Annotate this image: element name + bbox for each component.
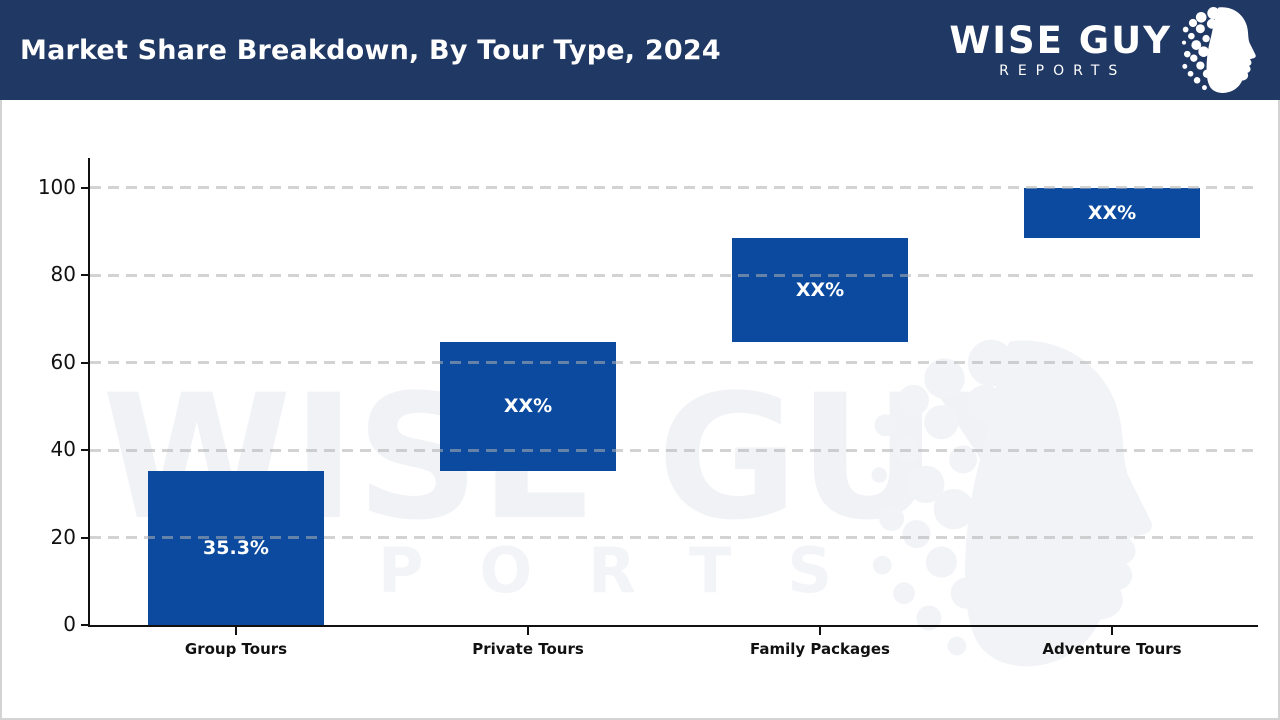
y-tick-label: 20	[50, 524, 76, 549]
bar-value-label: XX%	[795, 278, 845, 301]
x-axis-tick	[235, 627, 237, 635]
x-category-label: Family Packages	[750, 640, 890, 658]
bar-value-label: XX%	[503, 395, 553, 418]
y-axis-line	[88, 158, 90, 627]
gridline	[90, 273, 1258, 277]
brand-logo-text: WISE GUY REPORTS	[949, 22, 1172, 78]
bar-value-label: 35.3%	[203, 536, 269, 559]
y-tick-label: 100	[37, 174, 76, 199]
gridline	[90, 361, 1258, 364]
watermark-head-icon	[871, 339, 1152, 667]
bar-value-label: XX%	[1087, 201, 1137, 224]
page-title: Market Share Breakdown, By Tour Type, 20…	[20, 34, 721, 66]
head-profile-icon	[1181, 7, 1256, 93]
bar-group-tours: 35.3%	[148, 470, 324, 625]
y-axis-tick	[81, 449, 89, 451]
y-axis-tick	[81, 536, 89, 539]
chart-canvas: WISE GUY REPORTS 0 20 40 60 80 100 35.3% Group …	[0, 100, 1280, 720]
bar-family-packages: XX%	[732, 237, 908, 342]
brand-logo: WISE GUY REPORTS	[949, 5, 1262, 95]
x-category-label: Group Tours	[184, 640, 288, 658]
x-category-label: Private Tours	[472, 640, 584, 658]
y-tick-label: 40	[50, 437, 76, 461]
y-tick-label: 0	[63, 612, 76, 636]
x-category-label: Adventure Tours	[1042, 640, 1182, 658]
y-axis-tick	[81, 274, 89, 276]
y-axis-tick	[81, 624, 89, 626]
gridline	[90, 536, 1258, 539]
x-axis-tick	[527, 627, 529, 635]
gridline	[90, 186, 1258, 189]
y-tick-label: 60	[50, 349, 76, 374]
bar-adventure-tours: XX%	[1024, 187, 1200, 238]
gridline	[90, 448, 1258, 452]
brand-name: WISE GUY	[949, 19, 1172, 62]
y-axis-tick	[81, 186, 89, 189]
x-axis-line	[88, 625, 1258, 627]
y-axis-tick	[81, 361, 89, 364]
x-axis-tick	[1111, 627, 1113, 635]
header-bar: Market Share Breakdown, By Tour Type, 20…	[0, 0, 1280, 100]
brand-subname: REPORTS	[999, 63, 1127, 79]
y-tick-label: 80	[50, 262, 76, 286]
x-axis-tick	[819, 627, 821, 635]
